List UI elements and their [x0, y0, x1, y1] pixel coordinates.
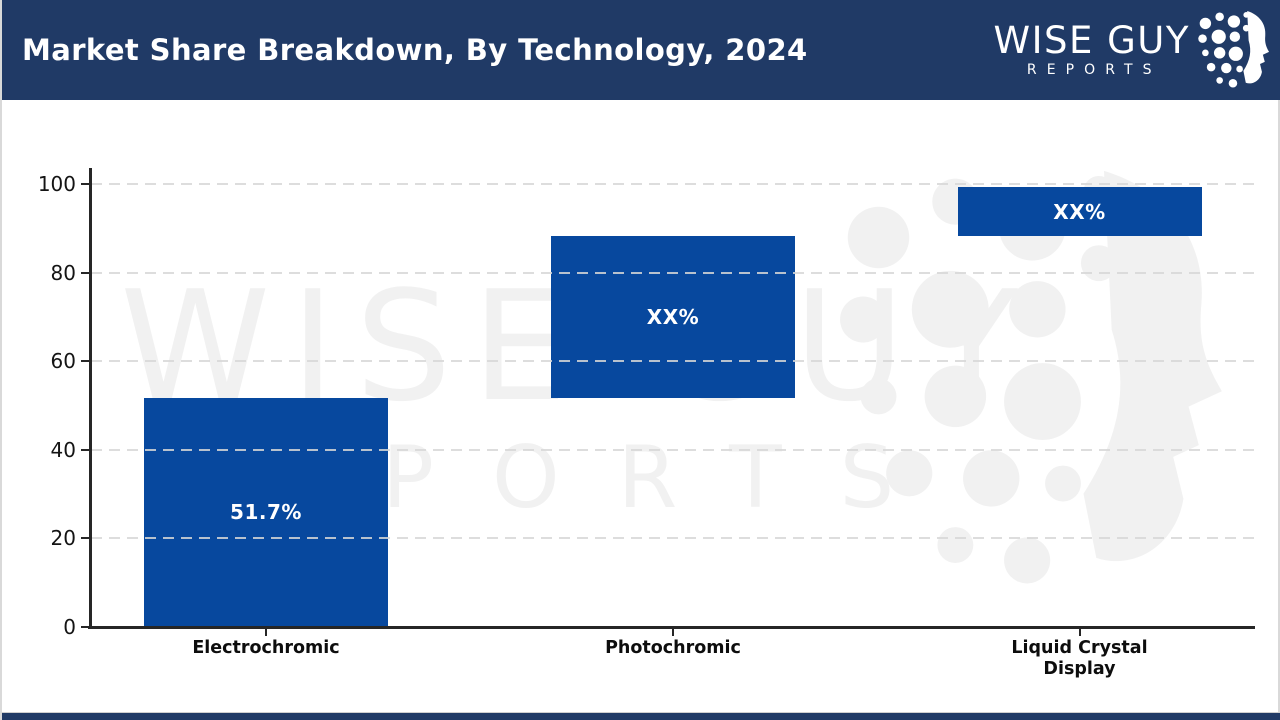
y-tick-mark-0 [81, 626, 90, 628]
x-tick-mark-1 [672, 628, 674, 636]
logo-wordmark-line1: WISE GUY [993, 18, 1190, 62]
bar-value-label: 51.7% [230, 500, 302, 525]
x-tick-mark-2 [1078, 628, 1081, 636]
y-tick-label-60: 60 [50, 349, 76, 374]
bar-value-label: XX% [646, 305, 700, 330]
y-axis-line [89, 168, 92, 629]
gridline-60 [91, 360, 1255, 363]
logo-wordmark-line2: REPORTS [1026, 62, 1162, 79]
y-tick-mark-20 [81, 537, 90, 540]
y-tick-label-100: 100 [37, 172, 76, 196]
gridline-40 [91, 448, 1255, 451]
header-bar: Market Share Breakdown, By Technology, 2… [2, 0, 1280, 100]
bar-photochromic [551, 236, 795, 398]
dotted-head-icon [1198, 11, 1270, 88]
y-tick-mark-80 [81, 271, 90, 274]
x-category-label: Electrochromic [192, 638, 340, 658]
x-axis-line [88, 625, 1255, 629]
y-tick-mark-100 [81, 183, 90, 185]
x-category-label: Photochromic [605, 638, 741, 658]
footer-accent-bar [2, 712, 1280, 720]
y-tick-label-40: 40 [50, 437, 76, 462]
y-tick-label-80: 80 [50, 260, 76, 285]
bar-liquid-crystal-display [957, 187, 1202, 237]
x-category-label: Liquid Crystal Display [1011, 638, 1148, 680]
y-tick-label-0: 0 [63, 615, 76, 639]
page-title: Market Share Breakdown, By Technology, 2… [22, 33, 808, 67]
bar-electrochromic [144, 397, 388, 627]
gridline-80 [91, 271, 1255, 274]
gridline-100 [91, 183, 1255, 185]
y-tick-mark-40 [81, 448, 90, 451]
y-tick-mark-60 [81, 360, 90, 363]
y-tick-label-20: 20 [50, 526, 76, 551]
bar-value-label: XX% [1053, 199, 1106, 224]
wise-guy-reports-logo: WISE GUY REPORTS [994, 0, 1270, 100]
logo-wordmark: WISE GUY REPORTS [993, 18, 1190, 79]
x-tick-mark-0 [265, 628, 267, 636]
gridline-20 [91, 537, 1255, 540]
